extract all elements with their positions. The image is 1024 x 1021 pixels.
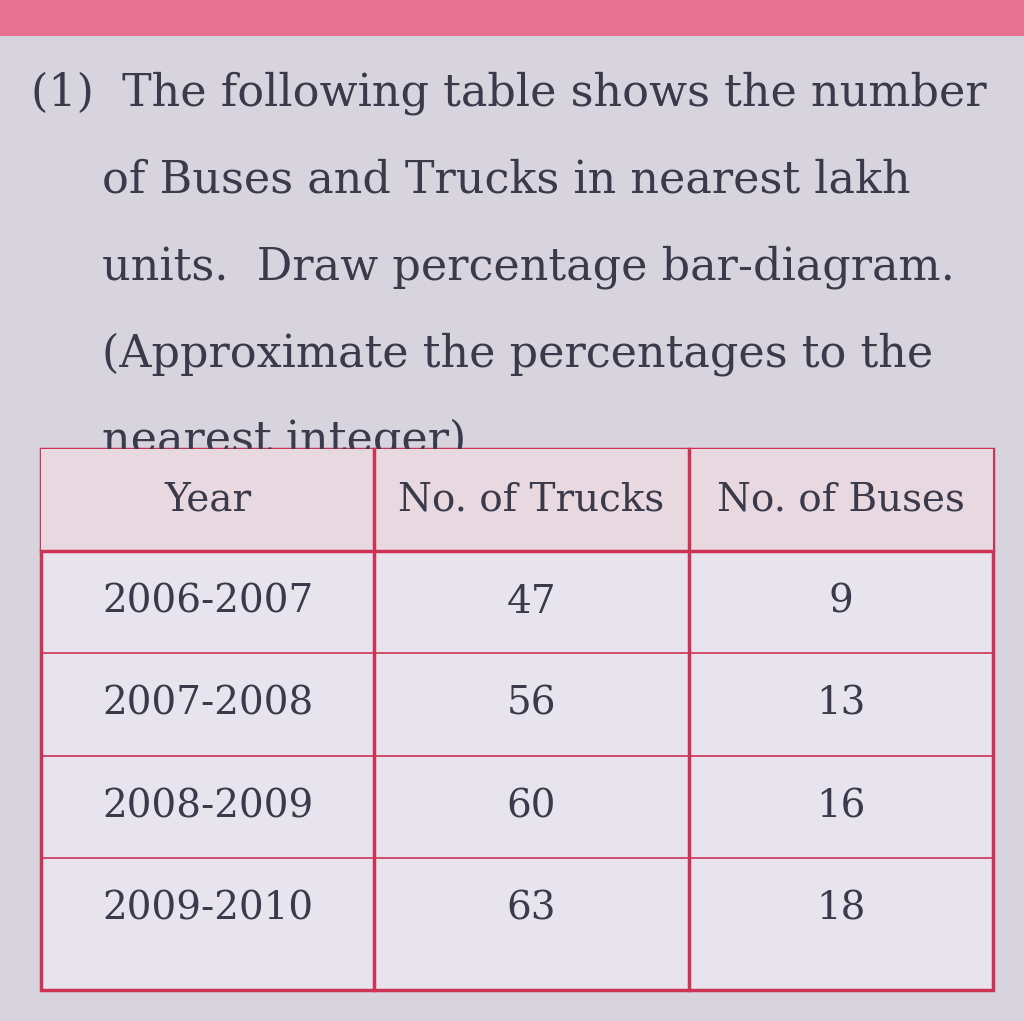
Bar	[41, 449, 993, 990]
Text: (Approximate the percentages to the: (Approximate the percentages to the	[102, 332, 934, 376]
Text: 18: 18	[816, 890, 865, 927]
Text: 2008-2009: 2008-2009	[102, 788, 313, 825]
Text: 47: 47	[507, 584, 556, 621]
Text: (1)  The following table shows the number: (1) The following table shows the number	[31, 71, 986, 115]
Text: 56: 56	[507, 686, 556, 723]
Text: 16: 16	[816, 788, 865, 825]
Text: units.  Draw percentage bar-diagram.: units. Draw percentage bar-diagram.	[102, 245, 955, 289]
Text: 2007-2008: 2007-2008	[102, 686, 313, 723]
Text: 60: 60	[507, 788, 556, 825]
Bar	[41, 449, 993, 551]
Text: 63: 63	[507, 890, 556, 927]
Text: 13: 13	[816, 686, 865, 723]
Bar	[0, 0, 1024, 36]
Text: 9: 9	[828, 584, 853, 621]
Text: 2006-2007: 2006-2007	[102, 584, 313, 621]
Text: No. of Buses: No. of Buses	[717, 482, 965, 519]
Text: Year: Year	[164, 482, 251, 519]
Text: of Buses and Trucks in nearest lakh: of Buses and Trucks in nearest lakh	[102, 158, 911, 201]
Text: nearest integer): nearest integer)	[102, 419, 467, 463]
Text: No. of Trucks: No. of Trucks	[398, 482, 665, 519]
Text: 2009-2010: 2009-2010	[102, 890, 313, 927]
